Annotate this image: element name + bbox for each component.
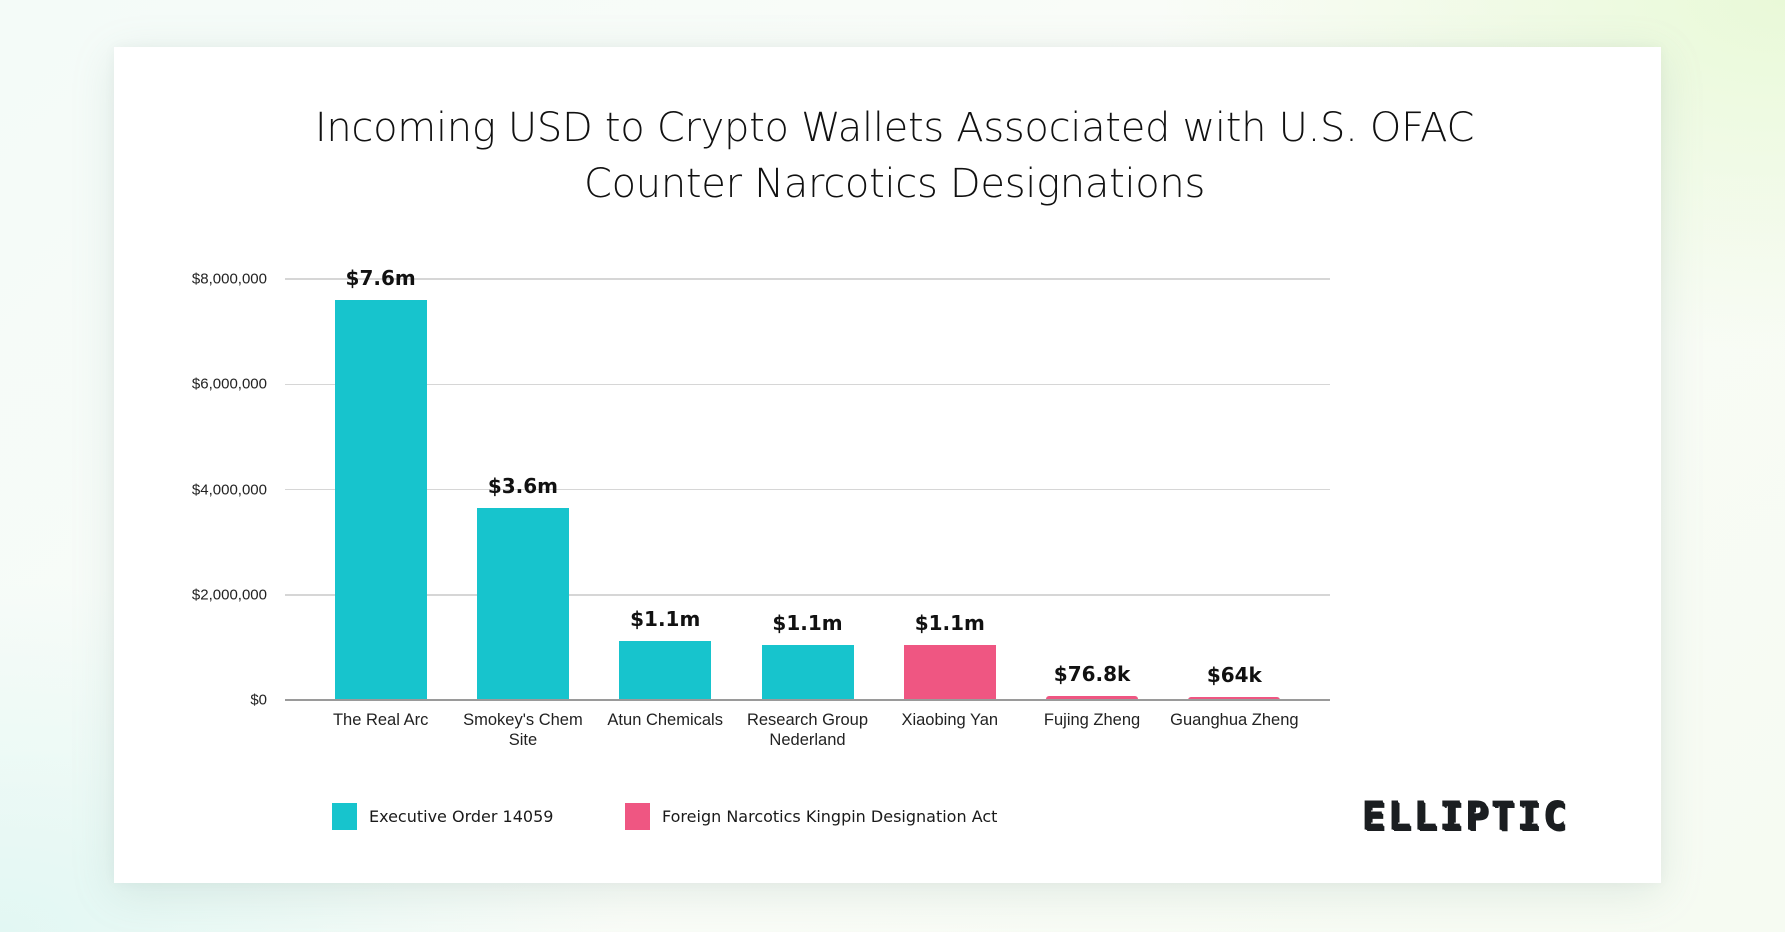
x-tick-label-line-1: Xiaobing Yan xyxy=(901,711,999,729)
legend-swatch-icon xyxy=(625,803,650,830)
y-tick-label: $6,000,000 xyxy=(191,375,267,393)
y-tick-label: $2,000,000 xyxy=(191,586,267,604)
x-tick-label-line-2: Nederland xyxy=(769,730,846,749)
gridline xyxy=(285,488,1330,491)
x-tick-label: Guanghua Zheng xyxy=(1163,711,1305,731)
legend-item[interactable]: Foreign Narcotics Kingpin Designation Ac… xyxy=(625,803,997,830)
legend-label: Foreign Narcotics Kingpin Designation Ac… xyxy=(662,807,998,826)
gridline xyxy=(285,278,1330,280)
bar[interactable] xyxy=(1188,696,1281,700)
chart-title: Incoming USD to Crypto Wallets Associate… xyxy=(114,100,1675,212)
x-tick-label: Smokey's Chem Site xyxy=(452,711,594,750)
bar[interactable] xyxy=(903,644,996,700)
legend-label: Executive Order 14059 xyxy=(369,807,554,826)
x-axis-labels: The Real Arc Smokey's Chem Site Atun Chemic… xyxy=(285,700,1330,760)
y-tick-label: $0 xyxy=(250,691,267,709)
bar-value-label: $1.1m xyxy=(914,610,985,635)
bar-value-label: $3.6m xyxy=(487,473,559,498)
bar-value-label: $1.1m xyxy=(772,610,843,635)
bar-value-label: $1.1m xyxy=(630,607,701,632)
plot-area: $0 $2,000,000 $4,000,000 $6,000,000 $8,000,0… xyxy=(192,266,1330,709)
x-tick-label-line-1: The Real Arc xyxy=(332,711,429,729)
x-tick-label: Research Group Nederland xyxy=(737,711,879,750)
elliptic-logo: ELLIPTIC xyxy=(1361,794,1570,838)
chart-card: Incoming USD to Crypto Wallets Associate… xyxy=(114,47,1661,883)
x-axis-line xyxy=(285,699,1330,701)
bar[interactable] xyxy=(1046,695,1139,700)
chart-title-line-2: Counter Narcotics Designations xyxy=(583,161,1206,207)
bar[interactable] xyxy=(334,300,427,700)
legend-swatch-icon xyxy=(332,803,357,830)
x-tick-label-line-1: Fujing Zheng xyxy=(1043,711,1141,729)
x-tick-label-line-1: Atun Chemicals xyxy=(607,711,723,729)
bar[interactable] xyxy=(619,641,712,700)
x-tick-label-line-1: Smokey's Chem xyxy=(463,711,583,729)
bar-value-label: $7.6m xyxy=(345,266,416,291)
legend-item[interactable]: Executive Order 14059 xyxy=(332,803,553,830)
y-tick-label: $4,000,000 xyxy=(191,481,267,498)
x-tick-label-line-1: Research Group xyxy=(746,711,869,729)
bar[interactable] xyxy=(761,644,854,700)
x-tick-label-line-2: Site xyxy=(508,730,538,749)
x-tick-label: Atun Chemicals xyxy=(594,711,736,731)
y-tick-label: $8,000,000 xyxy=(191,270,267,288)
x-tick-label: The Real Arc xyxy=(310,711,452,731)
gridline xyxy=(285,594,1330,596)
chart-title-line-1: Incoming USD to Crypto Wallets Associate… xyxy=(314,105,1475,151)
x-tick-label-line-1: Guanghua Zheng xyxy=(1170,711,1299,729)
x-tick-label: Xiaobing Yan xyxy=(879,711,1021,731)
bar-value-label: $76.8k xyxy=(1053,661,1131,686)
bar-value-label: $64k xyxy=(1206,662,1262,687)
bar[interactable] xyxy=(476,507,569,700)
x-tick-label: Fujing Zheng xyxy=(1021,711,1163,731)
gridline xyxy=(285,383,1330,385)
